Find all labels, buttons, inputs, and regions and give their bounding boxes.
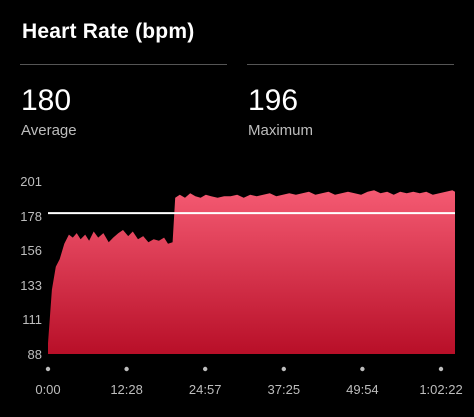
maximum-label: Maximum (248, 122, 314, 139)
stat-divider-right (247, 64, 454, 65)
x-tick-dot (45, 366, 51, 372)
x-tick-dot (124, 366, 129, 372)
y-tick-label: 88 (28, 347, 42, 362)
y-tick-label: 133 (20, 278, 42, 293)
average-label: Average (21, 122, 77, 139)
x-tick-dot (360, 366, 365, 372)
x-tick-label: 49:54 (346, 382, 379, 397)
y-axis-ticks: 201 178 156 133 111 88 (20, 174, 42, 362)
x-tick-label: 0:00 (35, 382, 60, 397)
maximum-value: 196 (248, 84, 299, 117)
y-tick-label: 201 (20, 174, 42, 189)
y-tick-label: 156 (20, 243, 42, 258)
x-tick-label: 37:25 (268, 382, 301, 397)
x-tick-label: 24:57 (189, 382, 222, 397)
x-tick-dot (203, 366, 208, 372)
x-tick-dot (438, 366, 444, 372)
y-tick-label: 111 (22, 312, 42, 327)
y-tick-label: 178 (20, 209, 42, 224)
x-tick-label: 12:28 (110, 382, 143, 397)
heart-rate-area (48, 190, 455, 354)
page-title: Heart Rate (bpm) (22, 20, 195, 43)
x-tick-dot (281, 366, 286, 372)
stat-divider-left (20, 64, 227, 65)
x-tick-label: 1:02:22 (419, 382, 462, 397)
x-axis-ticks: 0:00 12:28 24:57 37:25 49:54 1:02:22 (35, 366, 463, 397)
average-value: 180 (21, 84, 72, 117)
